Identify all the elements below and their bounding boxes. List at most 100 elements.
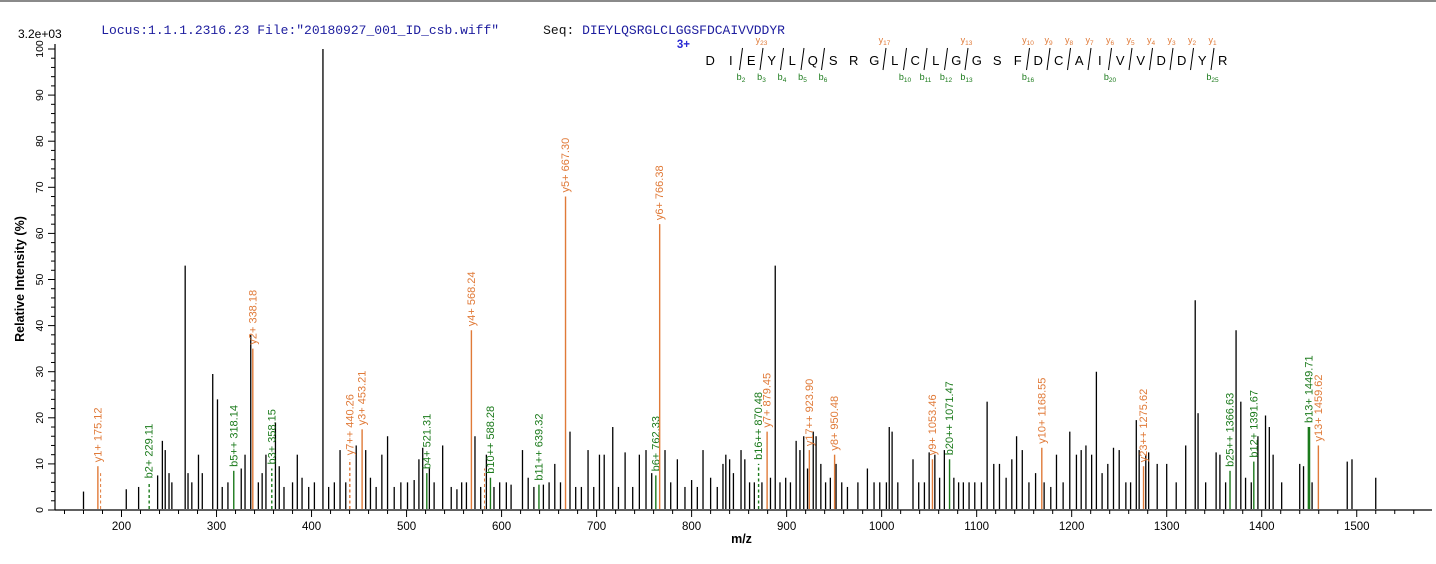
- peak-label: b5++ 318.14: [228, 405, 240, 467]
- peak-label: b13+ 1449.71: [1303, 355, 1315, 423]
- residue-letter: D: [1157, 53, 1166, 68]
- y-scale-note: 3.2e+03: [18, 27, 62, 41]
- seq-label: Seq:: [543, 23, 575, 38]
- peak-label: y10+ 1168.55: [1036, 378, 1048, 444]
- ladder-ion-label: b16: [1022, 72, 1035, 84]
- ladder-ion-label: y7: [1085, 35, 1094, 47]
- peak-label: b6+ 762.33: [650, 416, 662, 471]
- ladder-ion-label: y1: [1208, 35, 1217, 47]
- residue-letter: S: [829, 53, 838, 68]
- peak-label: y23++ 1275.62: [1138, 389, 1150, 462]
- ladder-ion-label: y17: [879, 35, 891, 47]
- residue-letter: R: [1218, 53, 1227, 68]
- residue-letter: Q: [808, 53, 818, 68]
- ladder-ion-label: y9: [1044, 35, 1053, 47]
- ladder-ion-label: b10: [899, 72, 912, 84]
- x-tick-label: 900: [777, 521, 796, 533]
- x-tick-label: 1400: [1249, 521, 1275, 533]
- ladder-ion-label: b4: [778, 72, 787, 84]
- residue-letter: A: [1075, 53, 1084, 68]
- precursor-charge: 3+: [677, 39, 690, 51]
- peak-label: y3+ 453.21: [357, 371, 369, 426]
- ladder-ion-label: y6: [1106, 35, 1115, 47]
- residue-letter: G: [869, 53, 879, 68]
- x-tick-label: 1500: [1344, 521, 1370, 533]
- residue-letter: L: [932, 53, 939, 68]
- x-tick-label: 300: [207, 521, 226, 533]
- x-tick-label: 800: [682, 521, 701, 533]
- residue-letter: D: [1034, 53, 1043, 68]
- residue-letter: E: [747, 53, 756, 68]
- locus-file-text: Locus:1.1.1.2316.23 File:"20180927_001_I…: [101, 23, 500, 38]
- residue-letter: V: [1116, 53, 1125, 68]
- ladder-ion-label: b5: [798, 72, 807, 84]
- x-tick-label: 400: [302, 521, 321, 533]
- residue-letter: Y: [1198, 53, 1207, 68]
- ladder-ion-label: b20: [1104, 72, 1117, 84]
- residue-letter: C: [1054, 53, 1063, 68]
- y-tick-label: 10: [34, 458, 46, 470]
- residue-letter: R: [849, 53, 858, 68]
- x-tick-label: 600: [492, 521, 511, 533]
- ladder-ion-label: y8: [1065, 35, 1074, 47]
- y-tick-label: 60: [34, 227, 46, 239]
- ladder-ion-label: b12: [940, 72, 953, 84]
- peak-label: b12+ 1391.67: [1248, 390, 1260, 458]
- ladder-ion-label: y10: [1022, 35, 1034, 47]
- residue-letter: D: [1177, 53, 1186, 68]
- y-tick-label: 20: [34, 412, 46, 424]
- peak-label: b4+ 521.31: [421, 414, 433, 469]
- residue-letter: G: [972, 53, 982, 68]
- peak-label: b20++ 1071.47: [944, 381, 956, 455]
- residue-letter: I: [1098, 53, 1102, 68]
- ladder-ion-label: b6: [819, 72, 828, 84]
- x-tick-label: 200: [112, 521, 131, 533]
- residue-letter: G: [951, 53, 961, 68]
- peak-label: y2+ 338.18: [247, 290, 259, 345]
- header-bar: Locus:1.1.1.2316.23 File:"20180927_001_I…: [70, 8, 785, 53]
- residue-letter: C: [911, 53, 920, 68]
- x-tick-label: 1300: [1154, 521, 1180, 533]
- peak-label: y6+ 766.38: [654, 165, 666, 220]
- y-tick-label: 40: [34, 320, 46, 332]
- sequence-text: DIEYLQSRGLCLGGSFDCAIVVDDYR: [582, 23, 785, 38]
- ladder-ion-label: y23: [756, 35, 768, 47]
- ladder-ion-label: y4: [1147, 35, 1156, 47]
- residue-letter: L: [891, 53, 898, 68]
- peak-label: y1+ 175.12: [92, 407, 104, 462]
- y-tick-label: 70: [34, 181, 46, 193]
- y-tick-label: 30: [34, 366, 46, 378]
- x-tick-label: 500: [397, 521, 416, 533]
- peak-label: b2+ 229.11: [144, 424, 156, 479]
- ladder-ion-label: y13: [961, 35, 973, 47]
- residue-letter: L: [789, 53, 796, 68]
- ladder-ion-label: b13: [960, 72, 973, 84]
- ladder-ion-label: y5: [1126, 35, 1135, 47]
- x-tick-label: 700: [587, 521, 606, 533]
- ladder-ion-label: b25: [1206, 72, 1219, 84]
- ladder-ion-label: y2: [1188, 35, 1197, 47]
- y-tick-label: 0: [34, 507, 46, 513]
- residue-letter: S: [993, 53, 1002, 68]
- peak-label: y5+ 667.30: [560, 138, 572, 193]
- peak-label: y13+ 1459.62: [1313, 374, 1325, 441]
- peak-label: y8+ 950.48: [829, 396, 841, 451]
- ladder-ion-label: b2: [737, 72, 746, 84]
- peak-label: y7++ 440.26: [344, 394, 356, 455]
- peak-label: y4+ 568.24: [466, 271, 478, 326]
- y-tick-label: 80: [34, 135, 46, 147]
- peak-label: y9+ 1053.46: [927, 394, 939, 455]
- x-axis-title: m/z: [731, 532, 752, 546]
- peak-label: y7+ 879.45: [762, 373, 774, 428]
- ladder-ion-label: b11: [920, 72, 932, 84]
- residue-letter: I: [729, 53, 733, 68]
- peak-label: b10++ 588.28: [485, 406, 497, 474]
- residue-letter: Y: [767, 53, 776, 68]
- ladder-ion-label: y3: [1167, 35, 1176, 47]
- x-tick-label: 1100: [964, 521, 989, 533]
- residue-letter: V: [1136, 53, 1145, 68]
- peak-label: b16++ 870.48: [753, 392, 765, 460]
- residue-letter: D: [706, 53, 715, 68]
